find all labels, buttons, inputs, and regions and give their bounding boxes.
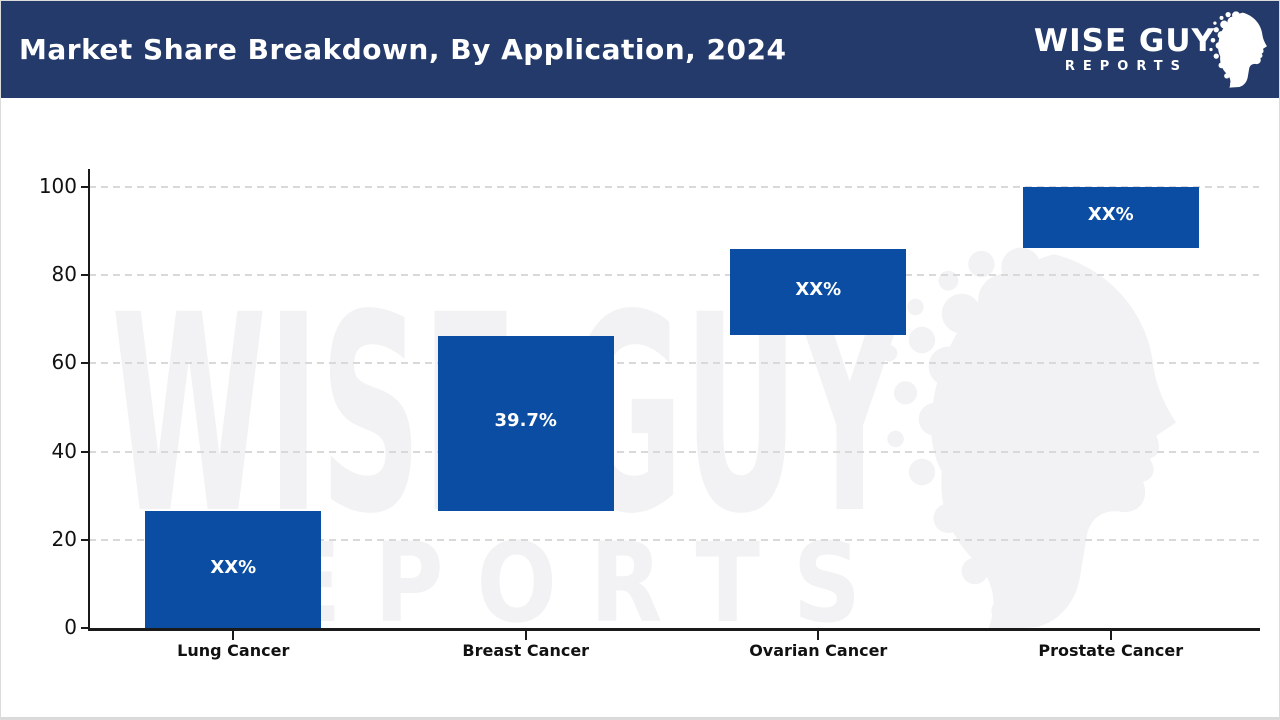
bottom-border: [1, 717, 1279, 719]
x-tick-3: [1109, 631, 1112, 640]
page-title: Market Share Breakdown, By Application, …: [19, 33, 787, 66]
y-tick-label-0: 0: [64, 615, 77, 639]
brand-logo-text: WISE GUY REPORTS: [1033, 22, 1215, 74]
x-tick-0: [232, 631, 235, 640]
brand-logo: WISE GUY REPORTS: [1033, 10, 1279, 89]
y-tick-40: [81, 450, 88, 453]
gridline-20: [89, 538, 1259, 541]
y-tick-label-80: 80: [51, 262, 77, 287]
y-tick-60: [81, 362, 88, 365]
gridline-80: [89, 274, 1259, 277]
bar-breast-cancer: [437, 335, 614, 511]
gridline-100: [89, 186, 1259, 188]
y-tick-label-20: 20: [51, 526, 77, 551]
x-axis-label-3: Prostate Cancer: [1038, 641, 1184, 660]
gridline-60: [89, 362, 1259, 365]
bar-value-label: XX%: [795, 278, 842, 300]
y-tick-100: [81, 186, 88, 188]
x-axis-label-2: Ovarian Cancer: [749, 641, 888, 660]
y-tick-label-100: 100: [38, 174, 77, 198]
brand-name: WISE GUY: [1033, 22, 1215, 59]
header-bar: Market Share Breakdown, By Application, …: [1, 1, 1279, 98]
x-axis-label-0: Lung Cancer: [177, 641, 290, 660]
bar-value-label: XX%: [210, 556, 257, 578]
x-tick-1: [524, 631, 527, 640]
bar-prostate-cancer: [1022, 187, 1199, 248]
gridline-40: [89, 450, 1259, 453]
bar-value-label: XX%: [1087, 204, 1134, 226]
bar-value-label: 39.7%: [494, 410, 557, 432]
y-tick-80: [81, 274, 88, 277]
bar-ovarian-cancer: [730, 248, 907, 336]
brand-face-icon: [1208, 11, 1267, 88]
y-tick-20: [81, 538, 88, 541]
bar-lung-cancer: [145, 511, 322, 628]
x-axis-line: [88, 628, 1260, 631]
y-tick-label-40: 40: [51, 438, 77, 463]
x-tick-2: [817, 631, 820, 640]
x-axis-label-1: Breast Cancer: [462, 641, 590, 660]
y-tick-label-60: 60: [51, 350, 77, 375]
y-tick-0: [81, 627, 88, 629]
y-axis-line: [88, 169, 90, 631]
brand-subtitle: REPORTS: [1064, 58, 1189, 74]
